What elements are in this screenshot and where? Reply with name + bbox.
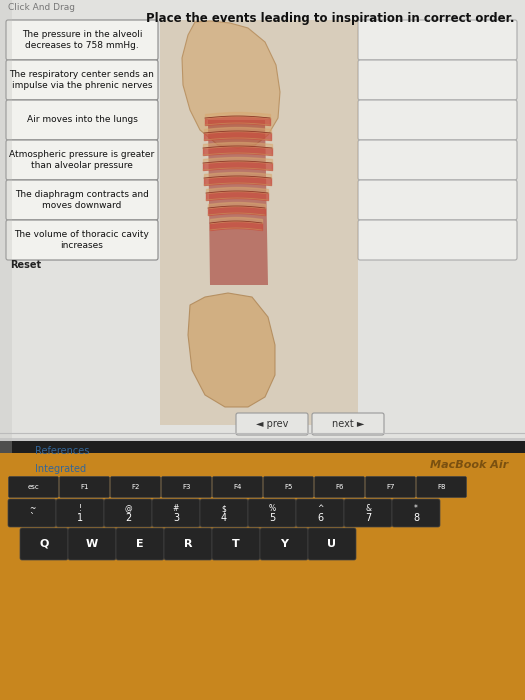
Text: !: ! [79,504,81,513]
Text: MacBook Air: MacBook Air [430,460,508,470]
FancyBboxPatch shape [162,477,212,498]
FancyBboxPatch shape [6,60,158,100]
FancyBboxPatch shape [116,528,164,560]
FancyBboxPatch shape [164,528,212,560]
FancyBboxPatch shape [264,477,313,498]
Text: The pressure in the alveoli
decreases to 758 mmHg.: The pressure in the alveoli decreases to… [22,30,142,50]
FancyBboxPatch shape [296,499,344,527]
FancyBboxPatch shape [358,60,517,100]
Text: U: U [328,539,337,549]
Text: F4: F4 [233,484,242,490]
Text: Q: Q [39,539,49,549]
Text: The respiratory center sends an
impulse via the phrenic nerves: The respiratory center sends an impulse … [9,70,154,90]
Text: 2: 2 [125,513,131,523]
Bar [0,441,525,453]
FancyBboxPatch shape [59,477,110,498]
Polygon shape [182,21,280,148]
Text: Integrated: Integrated [35,464,86,474]
Text: `: ` [29,513,35,523]
Text: %: % [268,504,276,513]
FancyBboxPatch shape [314,477,364,498]
Text: The volume of thoracic cavity
increases: The volume of thoracic cavity increases [15,230,150,250]
Bar [0,0,525,438]
Text: F6: F6 [335,484,344,490]
Text: Reset: Reset [10,260,41,270]
Text: R: R [184,539,192,549]
Text: esc: esc [28,484,39,490]
FancyBboxPatch shape [6,100,158,140]
Text: ^: ^ [317,504,323,513]
FancyBboxPatch shape [358,180,517,220]
FancyBboxPatch shape [20,528,68,560]
Text: 6: 6 [317,513,323,523]
Bar [160,20,358,425]
FancyBboxPatch shape [358,100,517,140]
FancyBboxPatch shape [6,20,158,60]
Text: 8: 8 [413,513,419,523]
FancyBboxPatch shape [416,477,467,498]
FancyBboxPatch shape [56,499,104,527]
FancyBboxPatch shape [312,413,384,435]
FancyBboxPatch shape [6,140,158,180]
FancyBboxPatch shape [212,528,260,560]
FancyBboxPatch shape [6,180,158,220]
Text: next ►: next ► [332,419,364,429]
FancyBboxPatch shape [358,20,517,60]
Text: *: * [414,504,418,513]
Text: F8: F8 [437,484,446,490]
FancyBboxPatch shape [358,140,517,180]
Polygon shape [208,120,268,285]
FancyBboxPatch shape [358,220,517,260]
FancyBboxPatch shape [6,220,158,260]
Text: Atmospheric pressure is greater
than alveolar pressure: Atmospheric pressure is greater than alv… [9,150,155,170]
Text: @: @ [124,504,132,513]
FancyBboxPatch shape [308,528,356,560]
Text: ◄ prev: ◄ prev [256,419,288,429]
Bar [0,0,12,453]
FancyBboxPatch shape [110,477,161,498]
FancyBboxPatch shape [248,499,296,527]
FancyBboxPatch shape [8,477,58,498]
FancyBboxPatch shape [68,528,116,560]
Text: F7: F7 [386,484,395,490]
FancyBboxPatch shape [8,499,56,527]
Text: 3: 3 [173,513,179,523]
Text: T: T [232,539,240,549]
Text: F5: F5 [285,484,293,490]
Text: 5: 5 [269,513,275,523]
Text: &: & [365,504,371,513]
Text: Place the events leading to inspiration in correct order.: Place the events leading to inspiration … [146,12,514,25]
FancyBboxPatch shape [213,477,262,498]
FancyBboxPatch shape [200,499,248,527]
FancyBboxPatch shape [236,413,308,435]
FancyBboxPatch shape [152,499,200,527]
FancyBboxPatch shape [104,499,152,527]
FancyBboxPatch shape [260,528,308,560]
FancyBboxPatch shape [365,477,415,498]
Text: 4: 4 [221,513,227,523]
Text: ~: ~ [29,504,35,513]
Text: References: References [35,446,89,456]
Text: Air moves into the lungs: Air moves into the lungs [27,116,138,125]
Text: $: $ [222,504,226,513]
Text: F2: F2 [131,484,140,490]
Polygon shape [188,293,275,407]
Text: The diaphragm contracts and
moves downward: The diaphragm contracts and moves downwa… [15,190,149,210]
FancyBboxPatch shape [344,499,392,527]
Text: Click And Drag: Click And Drag [8,3,75,12]
Text: E: E [136,539,144,549]
Text: 1: 1 [77,513,83,523]
Text: 7: 7 [365,513,371,523]
Text: Y: Y [280,539,288,549]
FancyBboxPatch shape [392,499,440,527]
Text: F1: F1 [80,484,89,490]
Text: W: W [86,539,98,549]
Text: #: # [173,504,179,513]
Text: F3: F3 [182,484,191,490]
Bar [0,453,525,700]
